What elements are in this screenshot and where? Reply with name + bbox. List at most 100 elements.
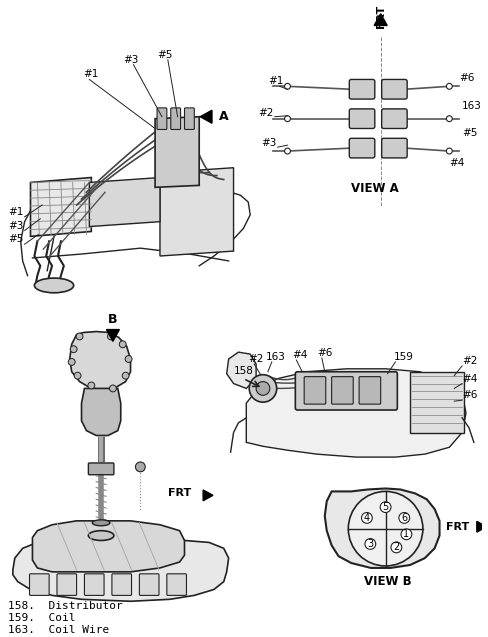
Circle shape xyxy=(107,333,114,340)
Polygon shape xyxy=(203,490,213,501)
Text: #1: #1 xyxy=(268,76,283,87)
Text: 6: 6 xyxy=(401,513,407,523)
FancyBboxPatch shape xyxy=(57,574,77,596)
Circle shape xyxy=(285,83,290,89)
Polygon shape xyxy=(33,521,184,572)
FancyBboxPatch shape xyxy=(349,80,375,99)
Text: 163.  Coil Wire: 163. Coil Wire xyxy=(8,625,109,634)
Polygon shape xyxy=(30,178,91,236)
Polygon shape xyxy=(200,110,212,123)
Text: VIEW B: VIEW B xyxy=(364,575,412,587)
Circle shape xyxy=(285,148,290,154)
FancyBboxPatch shape xyxy=(332,376,353,404)
Text: #5: #5 xyxy=(8,234,23,244)
Text: #6: #6 xyxy=(459,73,474,83)
Polygon shape xyxy=(81,389,121,436)
Circle shape xyxy=(447,148,452,154)
Text: A: A xyxy=(219,110,228,123)
Circle shape xyxy=(348,491,423,566)
Text: #5: #5 xyxy=(462,128,477,138)
Circle shape xyxy=(122,372,129,379)
Circle shape xyxy=(365,538,376,549)
Text: #6: #6 xyxy=(462,390,477,400)
Circle shape xyxy=(74,372,81,379)
Text: 5: 5 xyxy=(383,502,389,512)
Text: B: B xyxy=(108,313,118,326)
FancyBboxPatch shape xyxy=(29,574,49,596)
Text: #2: #2 xyxy=(248,354,264,364)
Circle shape xyxy=(399,513,409,524)
Polygon shape xyxy=(227,352,256,389)
Circle shape xyxy=(249,375,277,402)
Circle shape xyxy=(136,462,145,472)
FancyBboxPatch shape xyxy=(88,463,114,475)
Circle shape xyxy=(70,346,77,353)
Text: #4: #4 xyxy=(449,158,465,168)
Text: 158: 158 xyxy=(234,366,253,376)
Text: VIEW A: VIEW A xyxy=(351,182,399,196)
FancyBboxPatch shape xyxy=(167,574,186,596)
FancyBboxPatch shape xyxy=(349,138,375,158)
Polygon shape xyxy=(89,178,160,227)
Text: 163: 163 xyxy=(462,101,482,111)
Text: 159: 159 xyxy=(393,352,413,362)
Text: #1: #1 xyxy=(8,207,23,217)
Circle shape xyxy=(362,513,372,524)
Ellipse shape xyxy=(92,520,110,526)
Text: 159.  Coil: 159. Coil xyxy=(8,613,76,623)
FancyBboxPatch shape xyxy=(382,109,407,129)
Circle shape xyxy=(391,542,402,553)
Text: #4: #4 xyxy=(292,350,308,360)
Polygon shape xyxy=(160,168,234,256)
Bar xyxy=(410,372,464,433)
Polygon shape xyxy=(477,521,487,532)
Circle shape xyxy=(125,355,132,362)
Text: 4: 4 xyxy=(364,513,370,523)
FancyBboxPatch shape xyxy=(84,574,104,596)
Text: 158.  Distributor: 158. Distributor xyxy=(8,601,122,611)
Polygon shape xyxy=(374,14,387,25)
Circle shape xyxy=(256,382,270,396)
Text: #6: #6 xyxy=(317,348,332,358)
Text: 163: 163 xyxy=(266,352,286,362)
Text: #2: #2 xyxy=(462,356,477,366)
FancyBboxPatch shape xyxy=(140,574,159,596)
FancyBboxPatch shape xyxy=(382,80,407,99)
Text: FRT: FRT xyxy=(447,522,469,532)
FancyBboxPatch shape xyxy=(382,138,407,158)
Circle shape xyxy=(88,382,95,389)
FancyBboxPatch shape xyxy=(304,376,326,404)
Circle shape xyxy=(109,385,116,392)
Text: #3: #3 xyxy=(123,55,138,65)
Polygon shape xyxy=(325,489,440,568)
FancyBboxPatch shape xyxy=(157,108,167,129)
FancyBboxPatch shape xyxy=(295,372,397,410)
Circle shape xyxy=(76,333,83,340)
Circle shape xyxy=(68,359,75,366)
Ellipse shape xyxy=(35,278,74,293)
Polygon shape xyxy=(106,329,120,341)
Text: #3: #3 xyxy=(8,220,23,231)
FancyBboxPatch shape xyxy=(349,109,375,129)
Polygon shape xyxy=(155,117,199,187)
Text: FRT: FRT xyxy=(168,489,191,498)
Text: FRT: FRT xyxy=(376,5,386,29)
Circle shape xyxy=(447,116,452,122)
Polygon shape xyxy=(13,540,229,601)
Text: #5: #5 xyxy=(157,50,173,60)
Text: 3: 3 xyxy=(367,539,373,549)
FancyBboxPatch shape xyxy=(171,108,181,129)
Text: #1: #1 xyxy=(83,69,99,80)
Circle shape xyxy=(380,502,391,513)
Circle shape xyxy=(285,116,290,122)
Text: #4: #4 xyxy=(462,373,477,383)
Circle shape xyxy=(119,341,126,348)
Circle shape xyxy=(401,529,412,540)
Text: 1: 1 xyxy=(404,529,409,540)
Circle shape xyxy=(447,83,452,89)
Ellipse shape xyxy=(88,531,114,540)
Polygon shape xyxy=(246,369,466,457)
FancyBboxPatch shape xyxy=(112,574,132,596)
Text: #3: #3 xyxy=(261,138,276,148)
Text: #2: #2 xyxy=(258,108,273,118)
